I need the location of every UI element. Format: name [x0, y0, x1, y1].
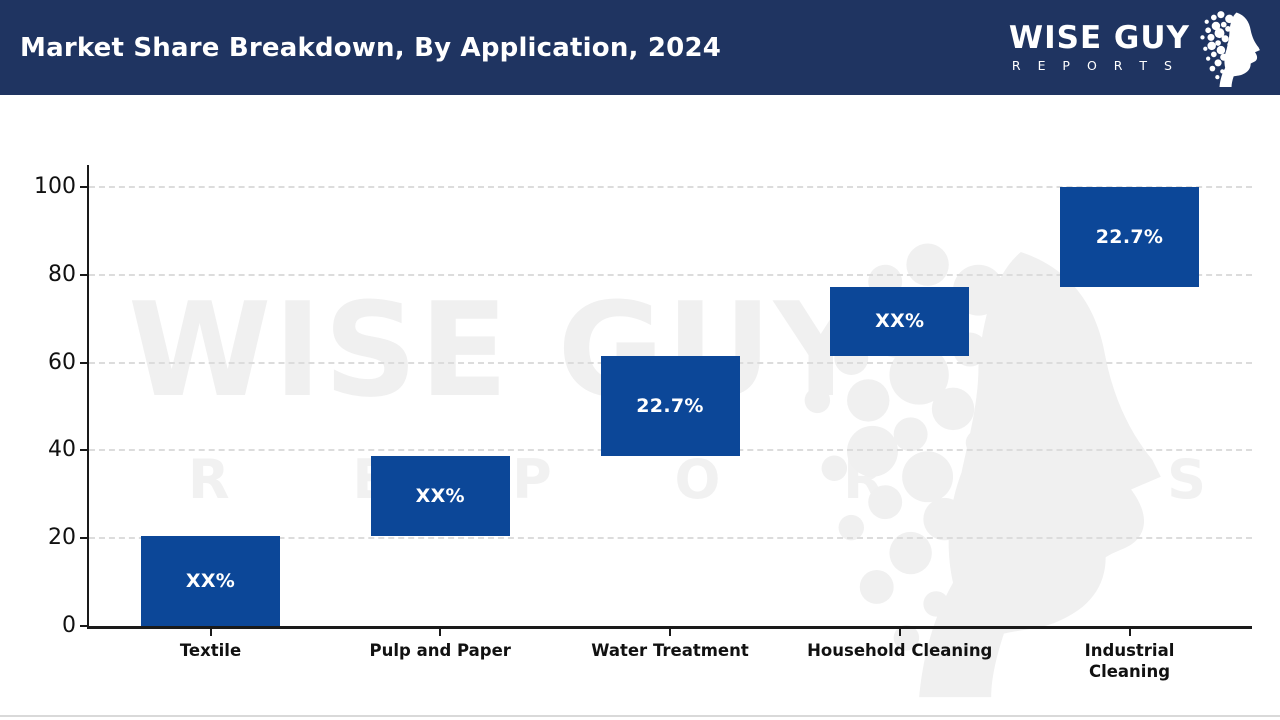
bar-value-label: 22.7%: [636, 394, 704, 417]
y-tick: [80, 537, 89, 540]
x-tick: [1128, 629, 1131, 636]
bar-value-label: 22.7%: [1095, 225, 1164, 248]
y-tick-label: 100: [34, 174, 76, 199]
gridline: [89, 186, 1252, 188]
waterfall-bar: 22.7%: [1060, 187, 1199, 287]
y-tick-label: 80: [48, 261, 76, 287]
waterfall-bar: XX%: [370, 455, 510, 536]
brand-wordmark: WISE GUY R E P O R T S: [1008, 19, 1190, 73]
bar-value-label: XX%: [875, 310, 925, 333]
y-tick: [80, 273, 89, 276]
y-tick: [80, 361, 89, 364]
y-tick: [80, 186, 89, 188]
x-category-label: Water Treatment: [591, 641, 749, 660]
x-category-label: Industrial Cleaning: [1084, 641, 1175, 682]
y-tick-label: 40: [48, 437, 76, 463]
gridline: [89, 273, 1252, 276]
y-tick-label: 20: [48, 525, 76, 551]
logo-wordmark-text: WISE GUY: [1008, 19, 1190, 56]
brand-logo: WISE GUY R E P O R T S: [1009, 9, 1264, 87]
x-tick: [209, 629, 212, 636]
y-tick-label: 0: [62, 613, 76, 638]
axis-y-spine: [87, 165, 89, 629]
waterfall-bar: XX%: [830, 286, 970, 356]
gridline: [89, 537, 1252, 540]
waterfall-bar: XX%: [141, 536, 280, 626]
y-tick-label: 60: [48, 349, 76, 375]
axis-x-spine: [87, 626, 1252, 629]
x-tick: [898, 629, 901, 636]
bar-value-label: XX%: [415, 484, 465, 507]
page-title: Market Share Breakdown, By Application, …: [20, 32, 722, 63]
y-tick: [80, 449, 89, 452]
bar-value-label: XX%: [185, 569, 236, 592]
x-category-label: Household Cleaning: [807, 641, 993, 660]
y-tick: [80, 625, 89, 627]
logo-subtitle-text: R E P O R T S: [1011, 57, 1179, 73]
x-category-label: Pulp and Paper: [369, 641, 511, 660]
x-tick: [439, 629, 442, 636]
bottom-divider: [0, 715, 1280, 717]
waterfall-bar: 22.7%: [600, 356, 740, 456]
header-bar: Market Share Breakdown, By Application, …: [0, 0, 1280, 95]
x-tick: [669, 629, 671, 636]
x-category-label: Textile: [179, 641, 242, 660]
